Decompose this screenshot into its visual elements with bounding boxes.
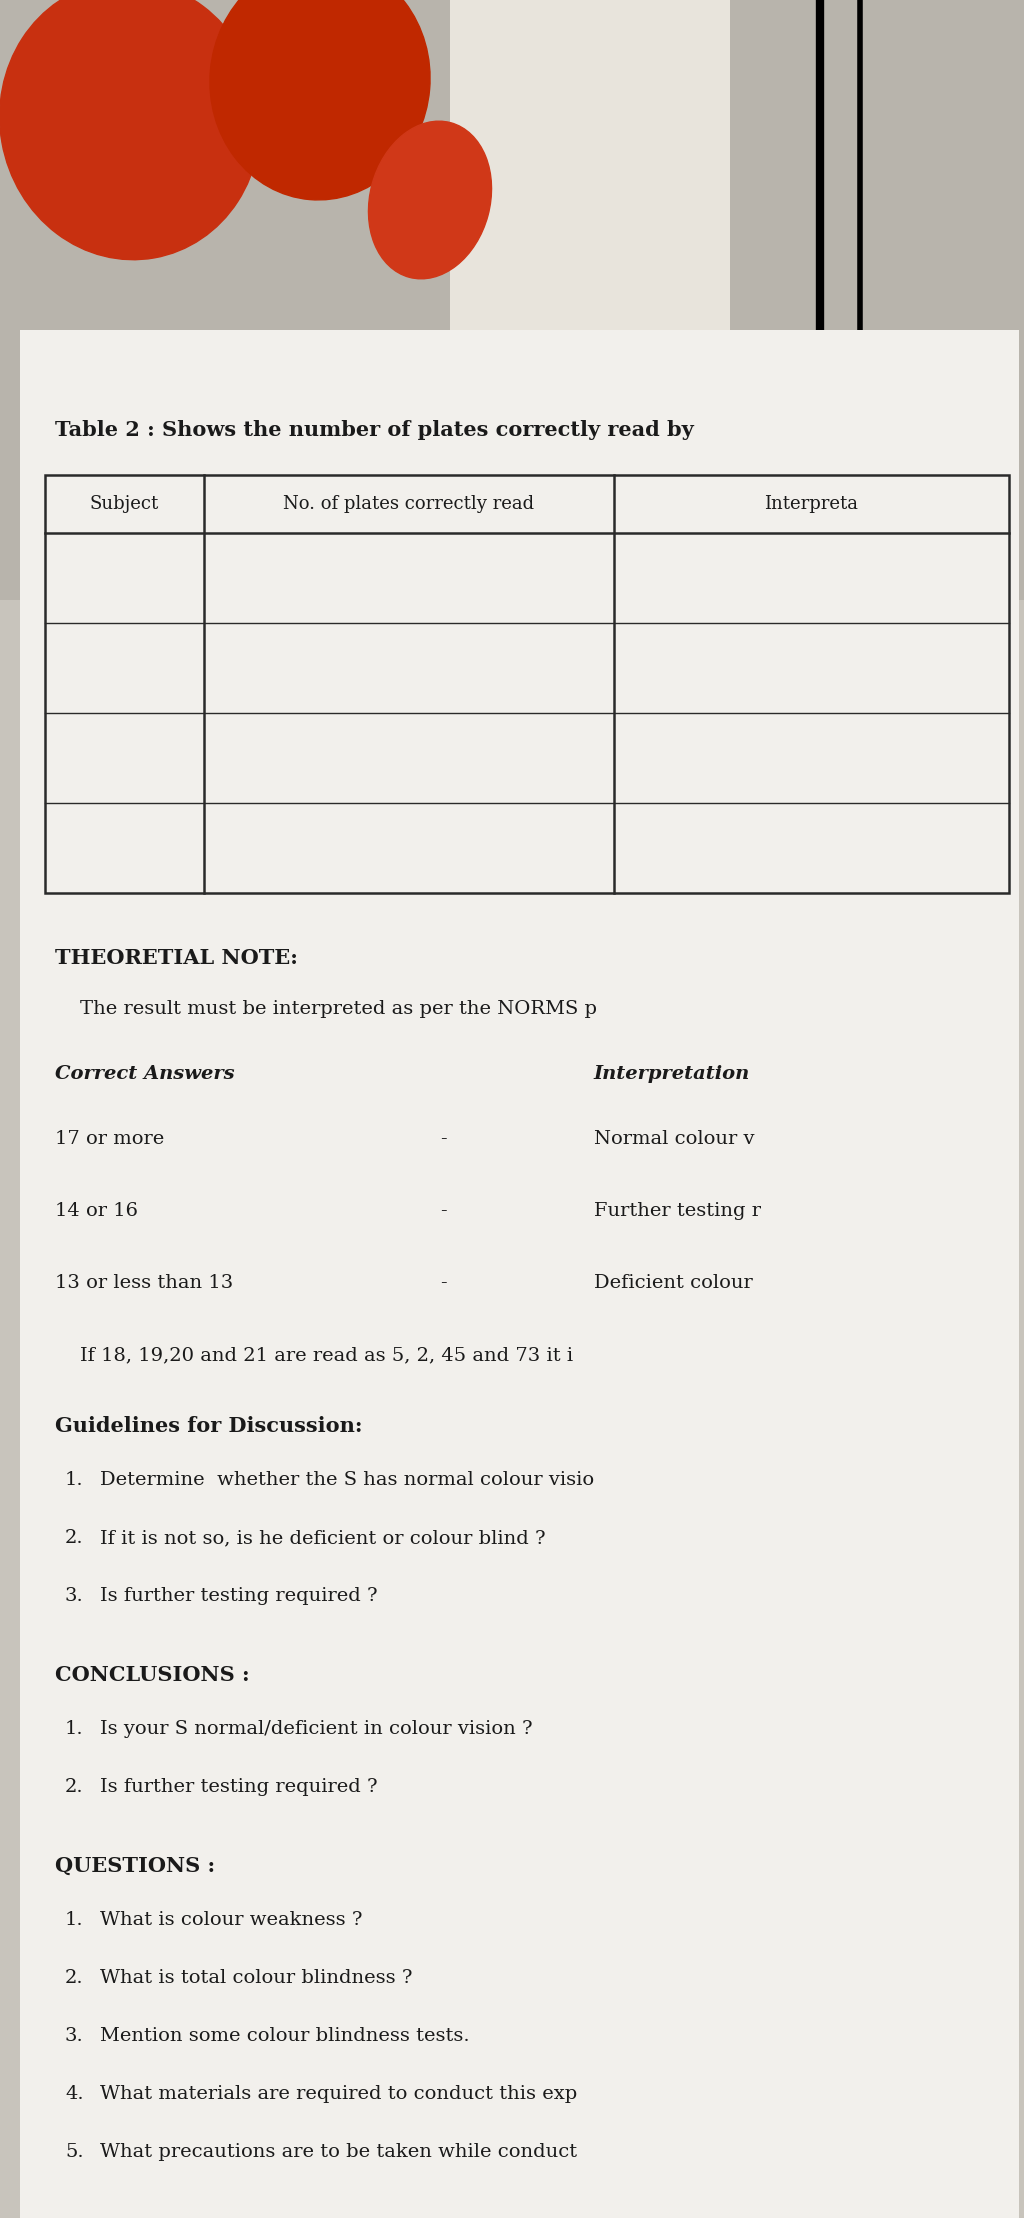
Text: 2.: 2. [65, 1779, 84, 1797]
Text: QUESTIONS :: QUESTIONS : [55, 1856, 215, 1876]
Text: 5.: 5. [65, 2143, 84, 2160]
Text: Interpreta: Interpreta [764, 495, 858, 512]
Text: CONCLUSIONS :: CONCLUSIONS : [55, 1666, 250, 1686]
Text: -: - [440, 1129, 446, 1149]
Text: 3.: 3. [65, 1588, 84, 1606]
Text: What materials are required to conduct this exp: What materials are required to conduct t… [100, 2085, 578, 2103]
Bar [450, 0, 730, 399]
Text: If it is not so, is he deficient or colour blind ?: If it is not so, is he deficient or colo… [100, 1528, 546, 1546]
Polygon shape [20, 330, 1019, 386]
Bar [20, 330, 1019, 2218]
Text: Table 2 : Shows the number of plates correctly read by: Table 2 : Shows the number of plates cor… [55, 419, 693, 439]
Text: 1.: 1. [65, 1471, 84, 1488]
Text: Deficient colour: Deficient colour [594, 1273, 753, 1293]
Ellipse shape [369, 122, 492, 279]
Text: 1.: 1. [65, 1912, 84, 1930]
Text: 2.: 2. [65, 1528, 84, 1546]
Bar [45, 475, 1009, 894]
Text: Guidelines for Discussion:: Guidelines for Discussion: [55, 1415, 362, 1435]
Text: Correct Answers: Correct Answers [55, 1065, 234, 1082]
Ellipse shape [0, 0, 260, 260]
Text: Mention some colour blindness tests.: Mention some colour blindness tests. [100, 2027, 470, 2045]
Text: What is colour weakness ?: What is colour weakness ? [100, 1912, 362, 1930]
Text: Interpretation: Interpretation [594, 1065, 751, 1082]
Text: 13 or less than 13: 13 or less than 13 [55, 1273, 233, 1293]
Text: 17 or more: 17 or more [55, 1129, 164, 1149]
Text: 4.: 4. [65, 2085, 84, 2103]
Text: What is total colour blindness ?: What is total colour blindness ? [100, 1970, 413, 1987]
Text: Determine  whether the S has normal colour visio: Determine whether the S has normal colou… [100, 1471, 594, 1488]
Text: Is your S normal/deficient in colour vision ?: Is your S normal/deficient in colour vis… [100, 1719, 532, 1739]
Text: Subject: Subject [90, 495, 159, 512]
Bar [0, 0, 1024, 601]
Text: THEORETIAL NOTE:: THEORETIAL NOTE: [55, 947, 298, 967]
Text: 2.: 2. [65, 1970, 84, 1987]
Text: If 18, 19,20 and 21 are read as 5, 2, 45 and 73 it i: If 18, 19,20 and 21 are read as 5, 2, 45… [55, 1346, 573, 1364]
Text: -: - [440, 1202, 446, 1220]
Text: Is further testing required ?: Is further testing required ? [100, 1779, 378, 1797]
Text: Normal colour v: Normal colour v [594, 1129, 755, 1149]
Text: 14 or 16: 14 or 16 [55, 1202, 138, 1220]
Ellipse shape [210, 0, 430, 200]
Text: The result must be interpreted as per the NORMS p: The result must be interpreted as per th… [55, 1000, 597, 1018]
Text: No. of plates correctly read: No. of plates correctly read [284, 495, 535, 512]
Text: Is further testing required ?: Is further testing required ? [100, 1588, 378, 1606]
Text: 1.: 1. [65, 1719, 84, 1739]
Text: 3.: 3. [65, 2027, 84, 2045]
Text: What precautions are to be taken while conduct: What precautions are to be taken while c… [100, 2143, 578, 2160]
Text: -: - [440, 1273, 446, 1293]
Text: Further testing r: Further testing r [594, 1202, 761, 1220]
